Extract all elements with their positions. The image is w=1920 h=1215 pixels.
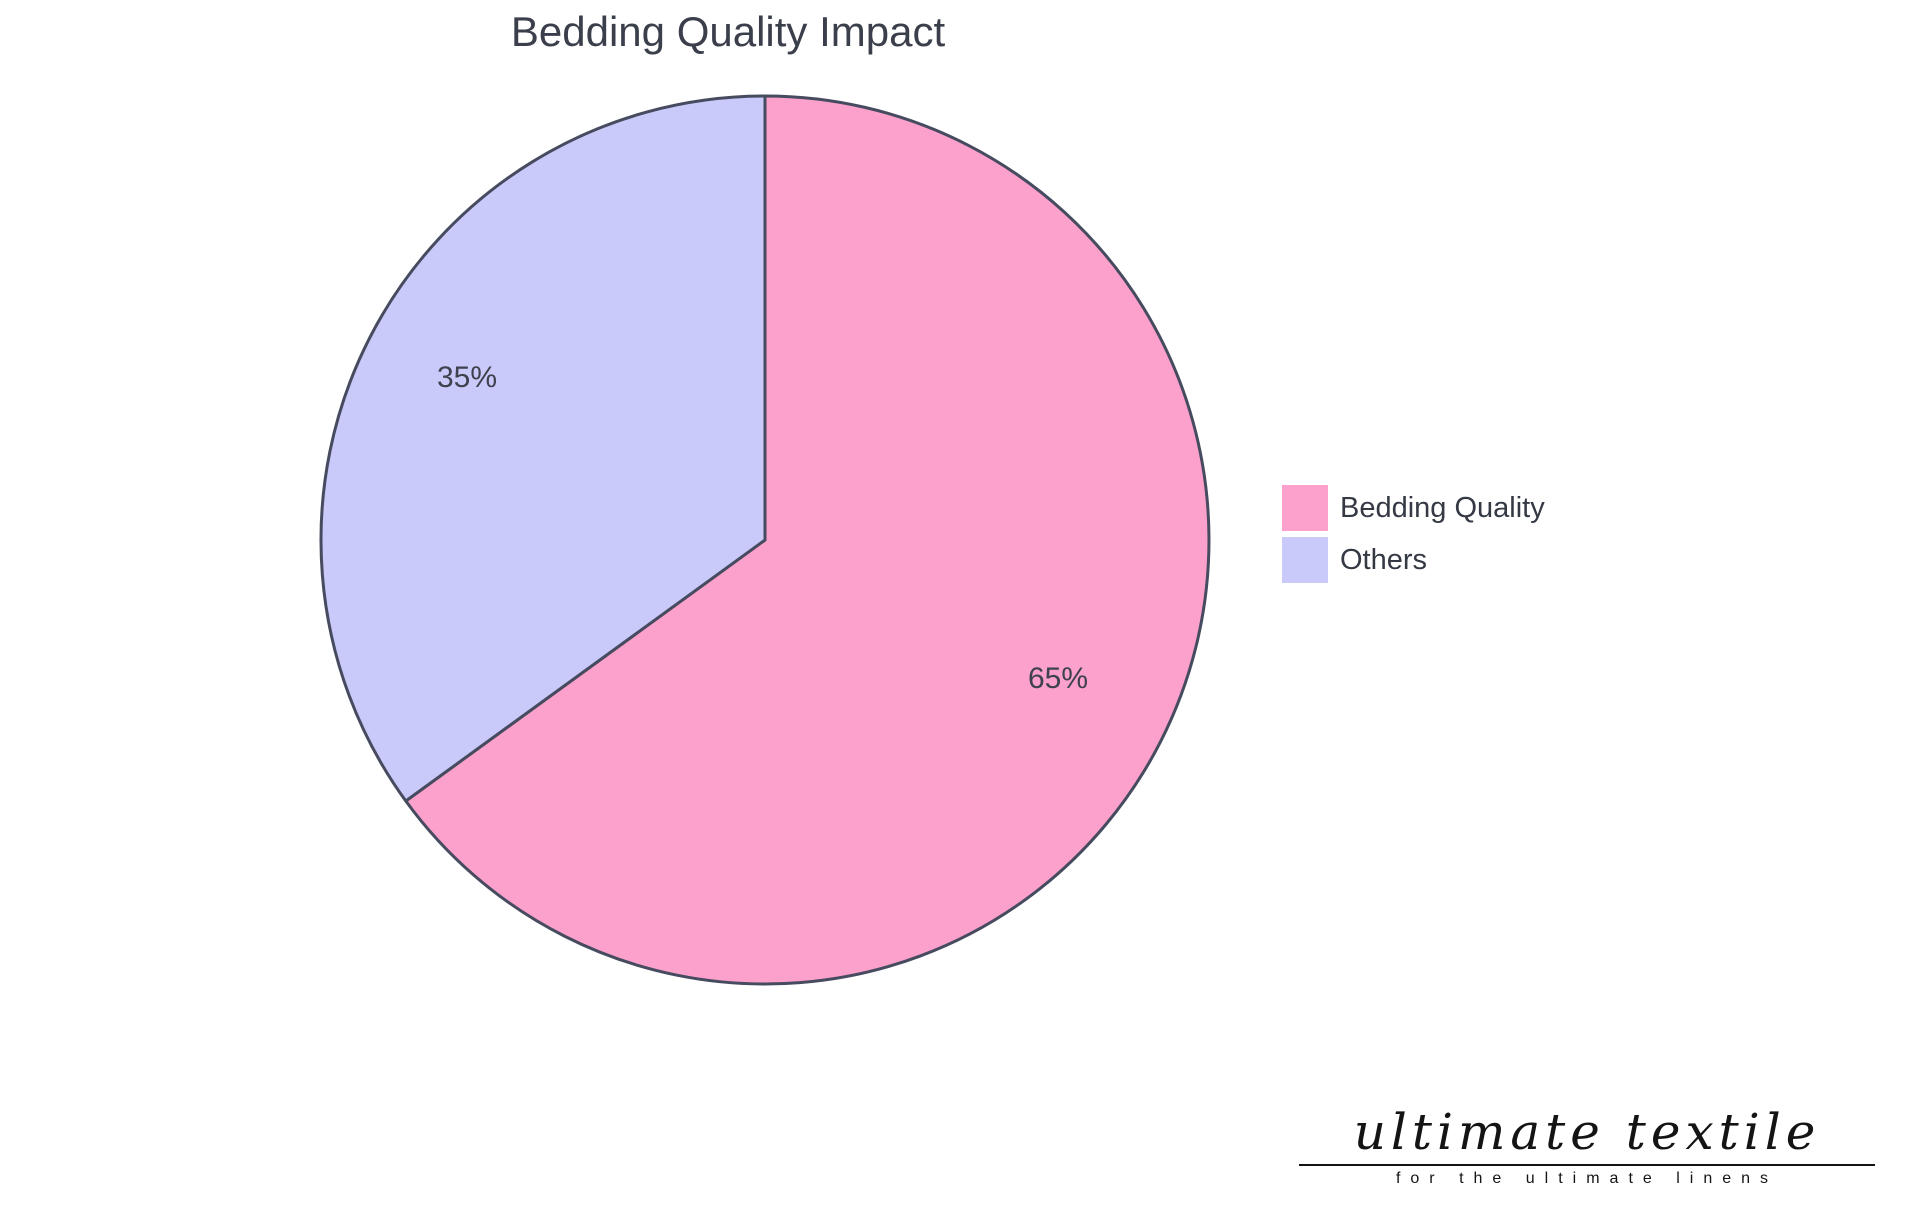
- brand-logo: ultimate textile for the ultimate linens: [1299, 1105, 1875, 1188]
- legend-swatch-others: [1282, 537, 1328, 583]
- slice-label-others: 35%: [436, 361, 498, 394]
- legend: Bedding Quality Others: [1282, 485, 1545, 583]
- legend-label-others: Others: [1340, 543, 1428, 576]
- slice-label-bedding-quality: 65%: [1027, 662, 1089, 695]
- legend-item-others: Others: [1282, 537, 1545, 583]
- pie-slice-bedding-quality: [404, 94, 1211, 986]
- pie-slice-others: [319, 94, 767, 803]
- legend-swatch-bedding-quality: [1282, 485, 1328, 531]
- legend-item-bedding-quality: Bedding Quality: [1282, 485, 1545, 531]
- legend-label-bedding-quality: Bedding Quality: [1340, 491, 1545, 524]
- logo-wordmark: ultimate textile: [1299, 1105, 1875, 1166]
- logo-tagline: for the ultimate linens: [1395, 1170, 1779, 1187]
- chart-title: Bedding Quality Impact: [510, 8, 946, 55]
